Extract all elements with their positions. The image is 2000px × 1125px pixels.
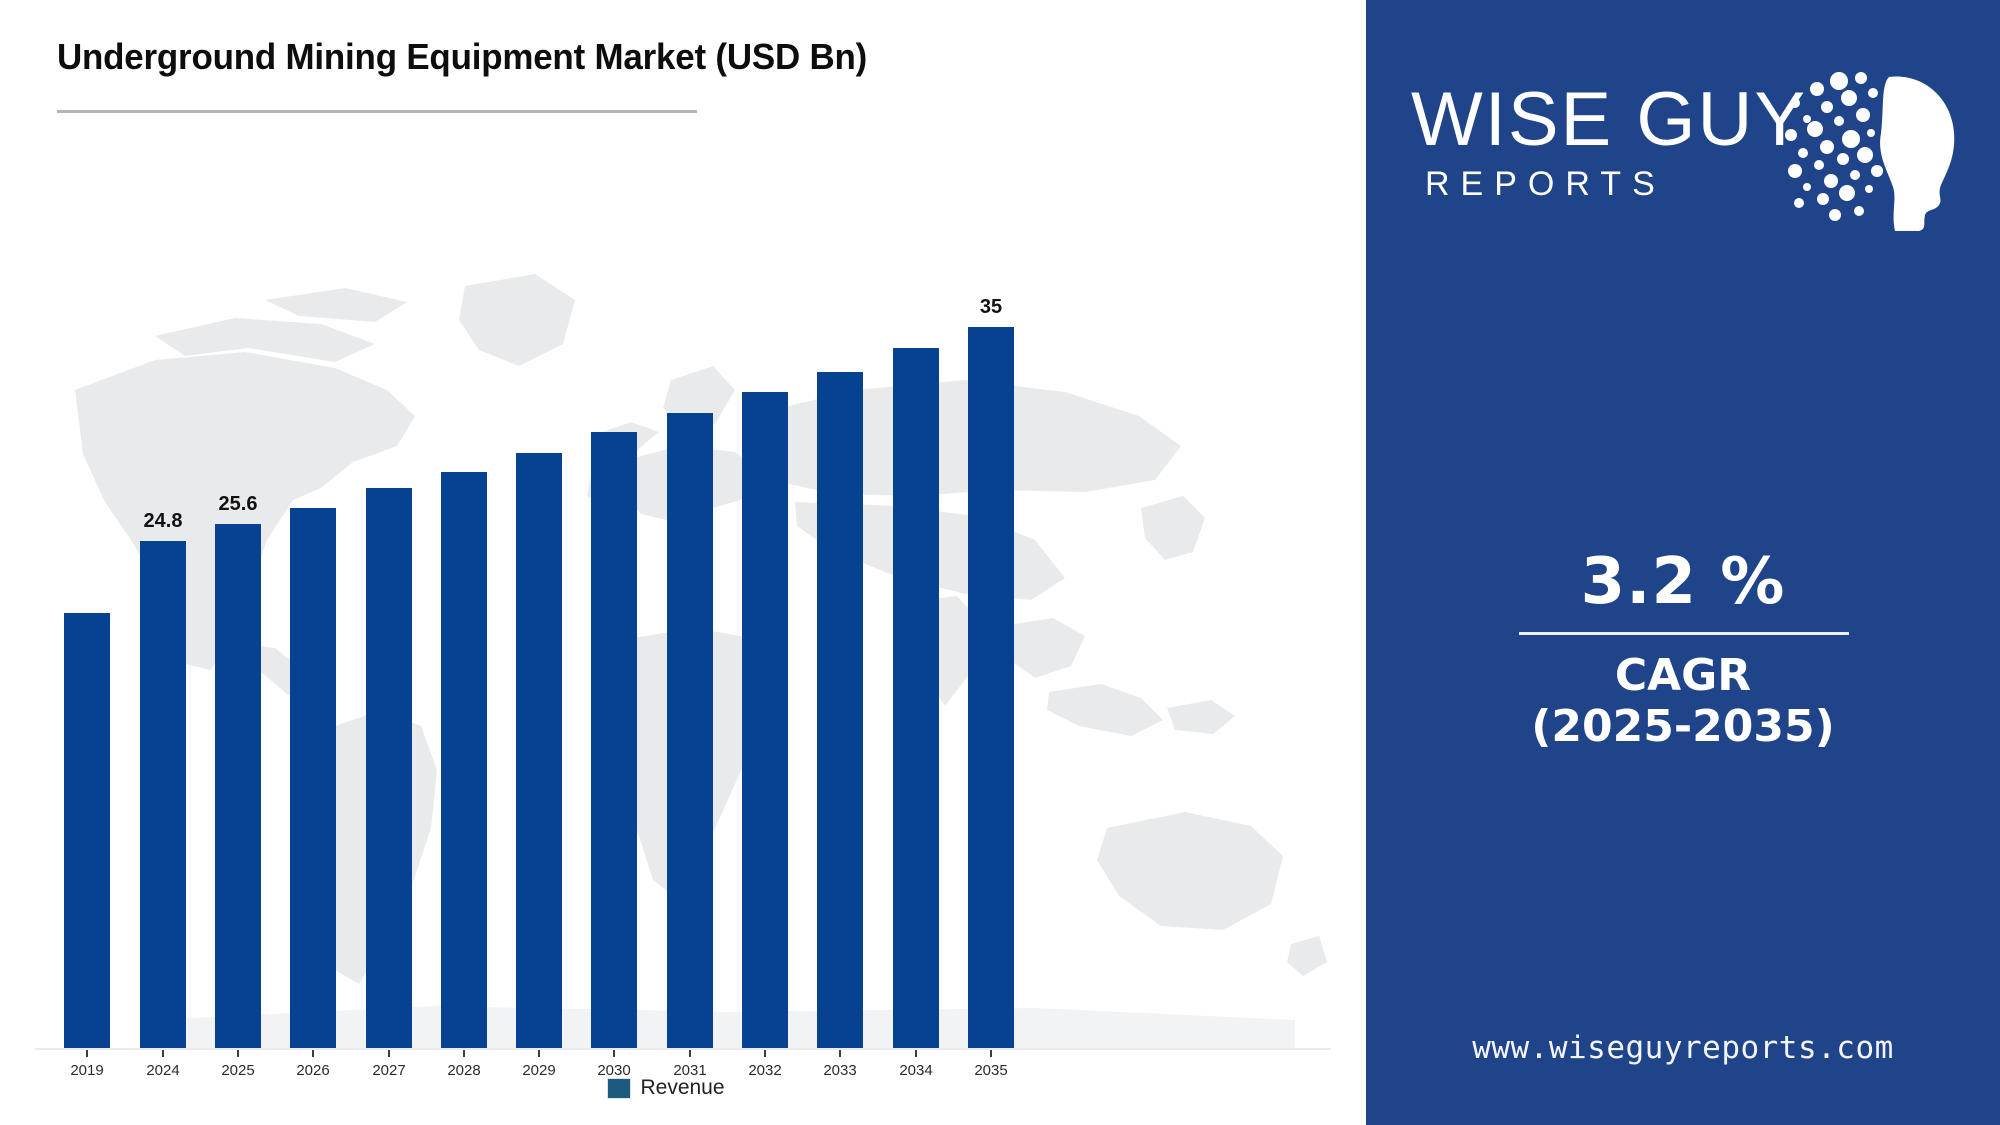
bar-2032[interactable]: [742, 392, 788, 1048]
bar-2029[interactable]: [516, 453, 562, 1048]
bar-2024[interactable]: [140, 541, 186, 1048]
xtick-2027: [388, 1048, 390, 1057]
xaxis-label-2035: 2035: [974, 1062, 1008, 1079]
bar-2025[interactable]: [215, 524, 261, 1048]
cagr-caption: CAGR (2025-2035): [1366, 650, 2000, 753]
title-divider: [57, 110, 697, 113]
xtick-2028: [463, 1048, 465, 1057]
brand-panel: WISE GUY REPORTS: [1366, 0, 2000, 1125]
xtick-2031: [689, 1048, 691, 1057]
xtick-2019: [86, 1048, 88, 1057]
legend-swatch-revenue: [607, 1077, 632, 1099]
page-title: Underground Mining Equipment Market (USD…: [57, 36, 868, 77]
bar-group: 2019 24.8 2024 25.6 2025 2026 2027: [64, 296, 1014, 1079]
bar-2027[interactable]: [366, 488, 412, 1048]
xaxis-label-2032: 2032: [748, 1062, 782, 1079]
bar-value-label-2035: 35: [979, 296, 1003, 318]
xaxis-baseline: [35, 1048, 1331, 1050]
xaxis-label-2030: 2030: [597, 1062, 631, 1079]
xtick-2025: [237, 1048, 239, 1057]
cagr-value: 3.2 %: [1580, 545, 1786, 619]
xaxis-label-2025: 2025: [221, 1062, 255, 1079]
xaxis-label-2024: 2024: [146, 1062, 180, 1079]
xtick-2033: [839, 1048, 841, 1057]
bar-value-label-2024: 24.8: [143, 510, 183, 532]
xaxis-label-2029: 2029: [522, 1062, 556, 1079]
xtick-2035: [990, 1048, 992, 1057]
xaxis-label-2026: 2026: [296, 1062, 330, 1079]
xaxis-label-2027: 2027: [372, 1062, 406, 1079]
xaxis-label-2033: 2033: [823, 1062, 857, 1079]
xaxis-label-2034: 2034: [899, 1062, 933, 1079]
legend-label-revenue: Revenue: [640, 1076, 725, 1099]
bar-2035[interactable]: [968, 327, 1014, 1048]
xtick-2034: [915, 1048, 917, 1057]
wiseguy-logo: WISE GUY REPORTS: [1366, 58, 2000, 238]
xtick-2026: [312, 1048, 314, 1057]
xaxis-label-2028: 2028: [447, 1062, 481, 1079]
bar-2019[interactable]: [64, 613, 110, 1048]
plot-area: 2019 24.8 2024 25.6 2025 2026 2027: [0, 274, 1332, 1100]
xaxis-label-2019: 2019: [70, 1062, 104, 1079]
xaxis-label-2031: 2031: [673, 1062, 707, 1079]
bar-2030[interactable]: [591, 432, 637, 1048]
bar-value-label-2025: 25.6: [218, 493, 258, 515]
bar-2026[interactable]: [290, 508, 336, 1048]
xtick-2032: [764, 1048, 766, 1057]
xtick-2024: [162, 1048, 164, 1057]
website-url[interactable]: www.wiseguyreports.com: [1472, 1030, 1894, 1066]
cagr-divider: [1519, 632, 1849, 635]
bar-2034[interactable]: [893, 348, 939, 1048]
xtick-2030: [613, 1048, 615, 1057]
svg-text:WISE GUY: WISE GUY: [1411, 77, 1807, 162]
dotted-head-icon: [1785, 72, 1955, 231]
svg-text:REPORTS: REPORTS: [1425, 165, 1666, 203]
bar-2031[interactable]: [667, 413, 713, 1048]
bar-2033[interactable]: [817, 372, 863, 1048]
chart-panel: Underground Mining Equipment Market (USD…: [0, 36, 1332, 1100]
bar-2028[interactable]: [441, 472, 487, 1048]
cagr-caption-line1: CAGR: [1614, 650, 1752, 701]
chart-legend: Revenue: [0, 1076, 1332, 1100]
cagr-caption-line2: (2025-2035): [1531, 701, 1835, 753]
xtick-2029: [538, 1048, 540, 1057]
